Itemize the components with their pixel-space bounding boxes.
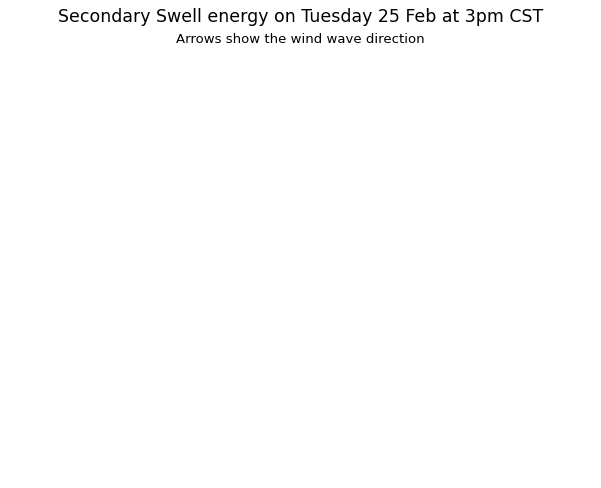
Text: Secondary Swell energy on Tuesday 25 Feb at 3pm CST: Secondary Swell energy on Tuesday 25 Feb… — [58, 8, 543, 26]
Text: Arrows show the wind wave direction: Arrows show the wind wave direction — [176, 34, 425, 46]
Text: cartopy required: cartopy required — [219, 260, 382, 279]
